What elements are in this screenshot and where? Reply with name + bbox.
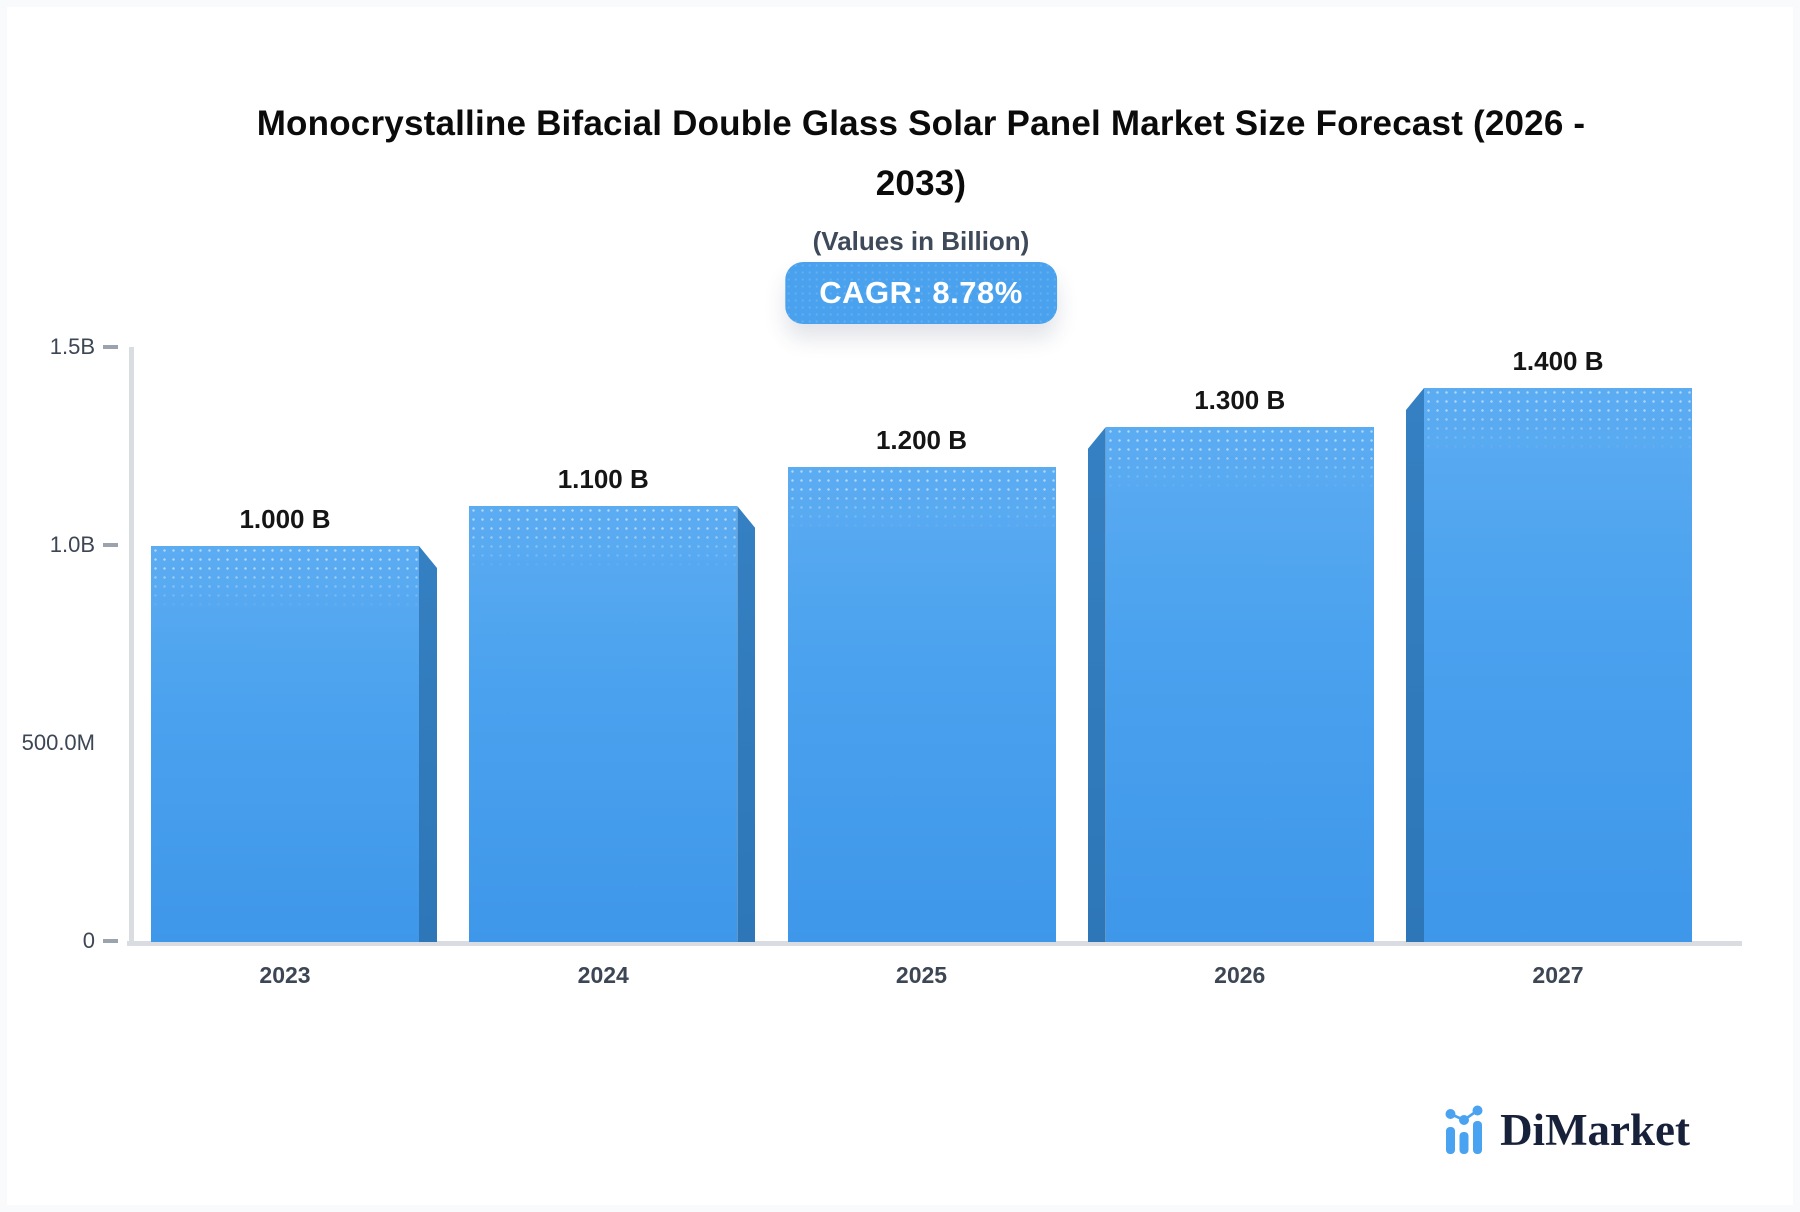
bar-texture xyxy=(787,467,1056,531)
x-axis-label-2027: 2027 xyxy=(1532,962,1584,988)
bar-2027[interactable] xyxy=(1424,388,1692,942)
bar-value-label-2023: 1.000 B xyxy=(239,504,331,534)
x-axis-label-2024: 2024 xyxy=(577,962,629,988)
x-axis-label-2023: 2023 xyxy=(259,962,311,988)
dimarket-logo[interactable]: DiMarket xyxy=(1444,1100,1690,1156)
bar-side-2024 xyxy=(737,506,756,942)
cagr-badge: CAGR: 8.78% xyxy=(785,262,1057,324)
y-axis-label-3: 0 xyxy=(82,928,95,953)
bar-chart-with-dots-icon xyxy=(1445,1105,1483,1154)
y-axis-line xyxy=(129,347,134,946)
bar-2024[interactable] xyxy=(469,506,738,942)
chart-title-line-2: 2033) xyxy=(875,164,967,203)
dimarket-logo-text: DiMarket xyxy=(1500,1105,1690,1155)
bar-texture xyxy=(469,506,738,570)
y-axis-tick-3 xyxy=(103,939,118,943)
x-axis-line xyxy=(127,941,1742,946)
bar-side-2023 xyxy=(419,546,437,942)
bar-2026[interactable] xyxy=(1105,427,1374,942)
x-axis-label-2026: 2026 xyxy=(1214,962,1266,988)
bar-value-label-2024: 1.100 B xyxy=(557,464,649,494)
chart-title-line-1: Monocrystalline Bifacial Double Glass So… xyxy=(256,104,1586,143)
y-axis-label-0: 1.5B xyxy=(49,334,95,359)
bar-2025[interactable] xyxy=(787,467,1056,942)
chart-subtitle: (Values in Billion) xyxy=(812,226,1030,256)
bar-texture xyxy=(1105,427,1374,491)
y-axis-label-2: 500.0M xyxy=(21,730,95,755)
bar-texture xyxy=(1424,388,1692,452)
y-axis-tick-1 xyxy=(103,543,118,547)
bar-texture xyxy=(151,546,419,610)
bar-value-label-2025: 1.200 B xyxy=(875,425,968,455)
bar-2023[interactable] xyxy=(151,546,419,942)
y-axis-tick-0 xyxy=(103,345,118,349)
bar-value-label-2026: 1.300 B xyxy=(1194,385,1286,415)
bar-side-2026 xyxy=(1087,427,1106,942)
bar-value-label-2027: 1.400 B xyxy=(1512,346,1604,376)
bar-side-2027 xyxy=(1406,388,1424,942)
x-axis-label-2025: 2025 xyxy=(895,962,948,988)
y-axis-label-1: 1.0B xyxy=(49,532,95,557)
